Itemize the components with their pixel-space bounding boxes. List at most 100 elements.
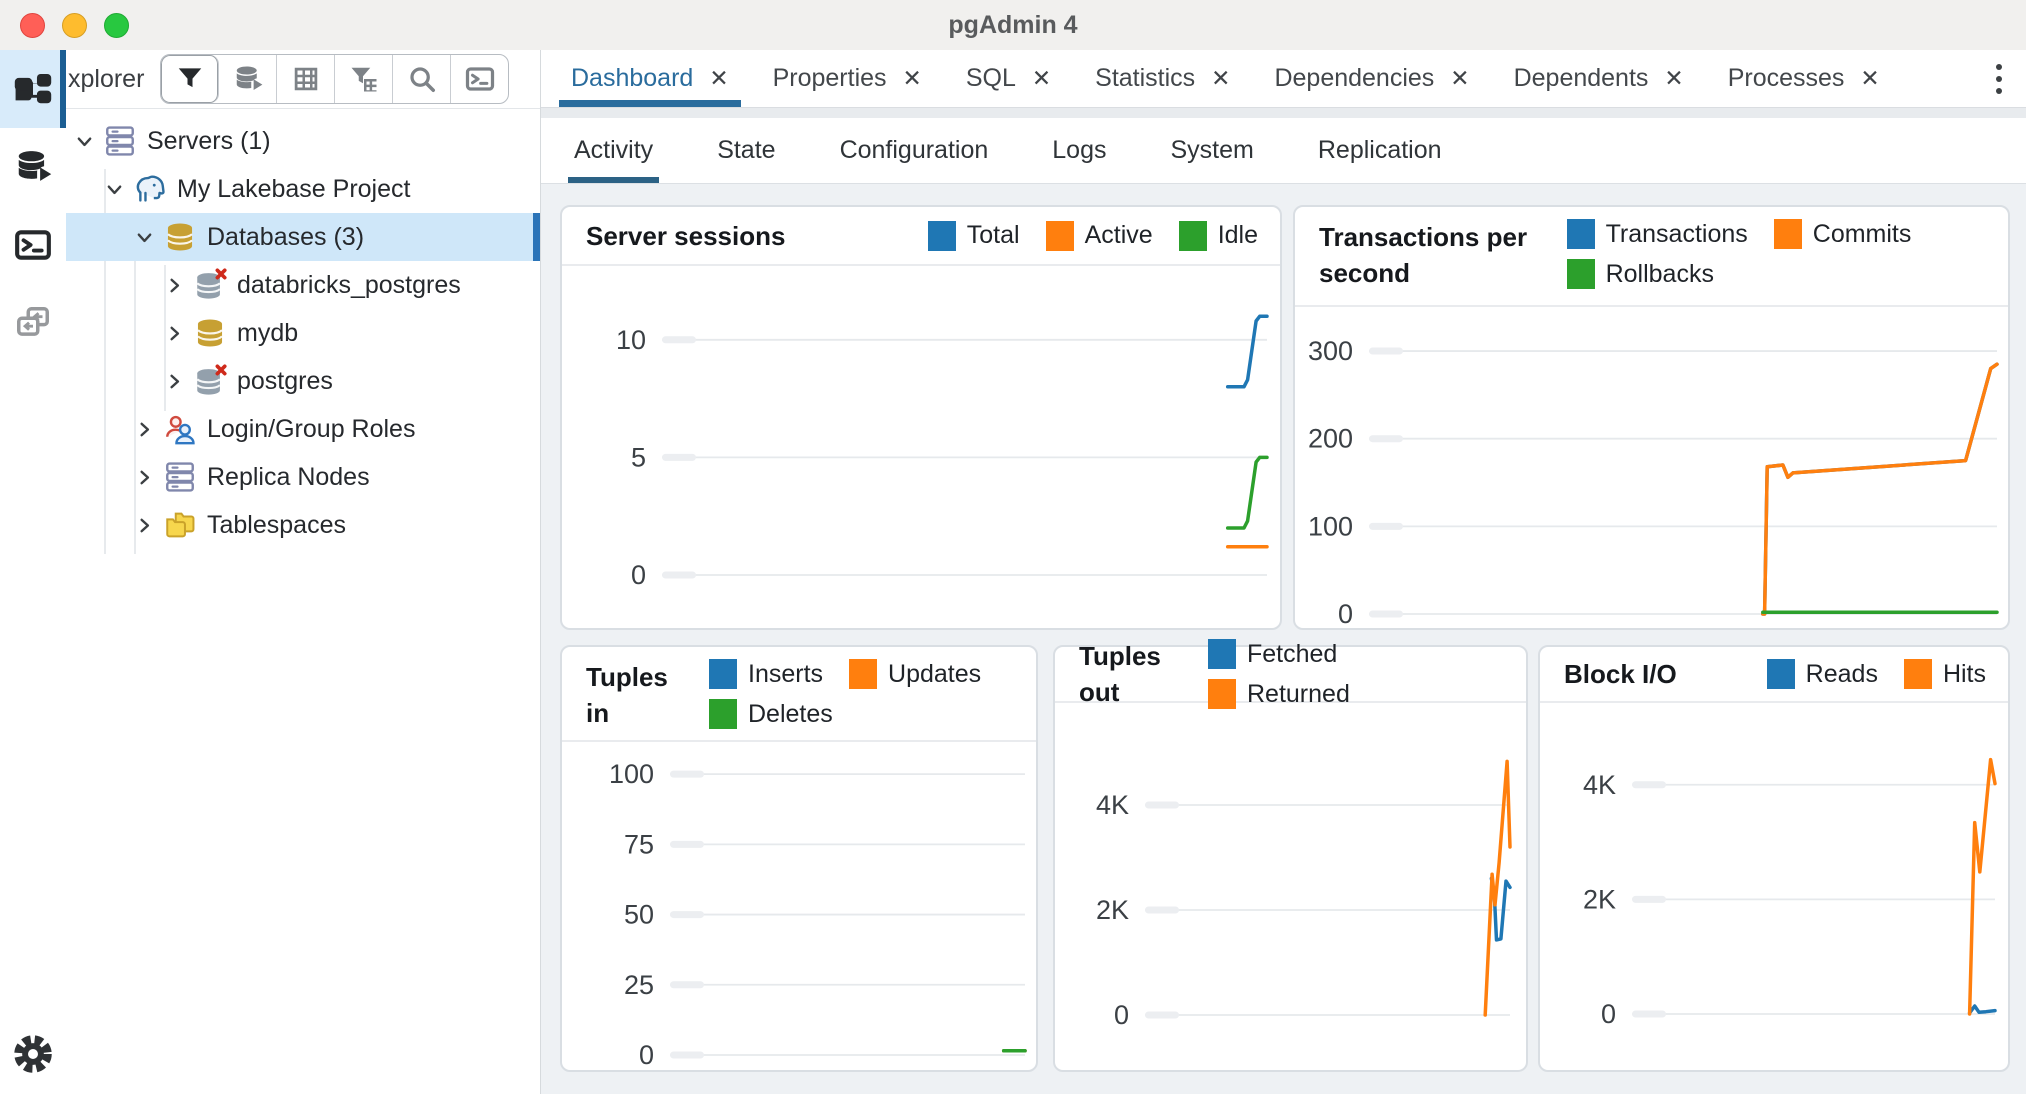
subtab-system[interactable]: System [1165,118,1260,183]
object-explorer-tree: Servers (1) My Lakebase Project Databases … [66,109,540,554]
tab-dependencies[interactable]: Dependencies ✕ [1252,50,1491,107]
object-explorer-header: xplorer [66,50,540,109]
filter-button[interactable] [161,55,220,103]
query-tool-icon [14,148,52,186]
legend-label: Reads [1805,659,1878,688]
dashboard-subtab-bar: Activity State Configuration Logs System Repl… [541,118,2026,184]
chevron-down-icon[interactable] [132,225,156,249]
server-stack-icon [103,124,137,158]
tuples-in-chart: 0 25 50 75 100 [562,730,1038,1066]
tab-overflow-menu-icon[interactable] [1996,50,2002,107]
legend-swatch [927,220,956,251]
close-icon[interactable]: ✕ [1664,65,1684,91]
tab-sql[interactable]: SQL ✕ [944,50,1073,107]
rail-item-schema-diff[interactable] [0,284,66,362]
legend-item-transactions: Transactions [1566,219,1748,249]
tab-active-underline [559,100,741,107]
psql-tool-button[interactable] [451,55,508,103]
legend-swatch [1766,659,1795,689]
close-icon[interactable]: ✕ [1031,65,1052,91]
legend-item-commits: Commits [1773,219,1912,249]
tuples-out-header: Tuples out Fetched Returned [1055,639,1526,709]
zoom-window-button[interactable] [104,12,129,38]
legend-item-inserts: Inserts [709,659,823,689]
close-icon[interactable]: ✕ [1450,65,1470,91]
block-io-title: Block I/O [1564,659,1677,689]
legend-swatch [709,659,737,689]
tree-item-my-lakebase-project[interactable]: My Lakebase Project [66,165,540,213]
legend-swatch [1566,219,1595,249]
tab-statistics[interactable]: Statistics ✕ [1073,50,1252,107]
legend-item-fetched: Fetched [1208,639,1337,669]
tab-gap-strip [541,108,2026,118]
chevron-right-icon[interactable] [132,417,156,441]
tab-processes[interactable]: Processes ✕ [1706,50,1902,107]
tree-item-replica-nodes[interactable]: Replica Nodes [66,453,540,501]
tree-item-databases-3[interactable]: Databases (3) [66,213,540,261]
subtab-replication[interactable]: Replication [1312,118,1448,183]
tree-item-label: My Lakebase Project [177,174,411,203]
rail-item-psql-terminal[interactable] [0,206,66,284]
chevron-down-icon[interactable] [102,177,126,201]
legend-label: Total [966,221,1020,249]
legend-label: Deletes [748,699,833,728]
close-icon[interactable]: ✕ [902,65,922,91]
chevron-right-icon[interactable] [162,321,186,345]
close-window-button[interactable] [20,12,45,38]
subtab-configuration[interactable]: Configuration [834,118,995,183]
block-io-legend: Reads Hits [1766,659,1986,689]
filtered-rows-button[interactable] [335,55,394,103]
filtered-rows-icon [349,64,379,94]
chevron-right-icon[interactable] [162,273,186,297]
tree-guide [164,265,166,411]
rail-item-object-explorer[interactable] [0,50,66,128]
subtab-logs[interactable]: Logs [1046,118,1112,183]
tab-label: Dashboard [571,64,694,92]
legend-item-updates: Updates [849,659,981,689]
legend-label: Commits [1812,219,1912,248]
tab-label: Processes [1727,64,1845,92]
svg-text:100: 100 [1308,511,1353,541]
svg-text:5: 5 [631,442,646,472]
tuples-out-card: Tuples out Fetched Returned 0 2K 4K [1053,639,1528,1072]
server-sessions-title: Server sessions [586,220,786,251]
chevron-right-icon[interactable] [132,513,156,537]
subtab-active-underline [568,177,660,183]
close-icon[interactable]: ✕ [709,65,729,91]
legend-item-idle: Idle [1178,220,1258,251]
tree-item-label: mydb [237,318,299,347]
tree-item-login-group-roles[interactable]: Login/Group Roles [66,405,540,453]
minimize-window-button[interactable] [62,12,87,38]
rail-item-settings-gear[interactable] [0,1024,66,1084]
tab-dashboard[interactable]: Dashboard ✕ [549,50,751,107]
search-objects-button[interactable] [393,55,452,103]
legend-item-reads: Reads [1766,659,1878,689]
tab-dependents[interactable]: Dependents ✕ [1492,50,1706,107]
subtab-activity[interactable]: Activity [568,118,660,183]
tree-item-postgres[interactable]: postgres [66,357,540,405]
svg-text:200: 200 [1308,424,1353,454]
close-icon[interactable]: ✕ [1860,65,1880,91]
subtab-state[interactable]: State [711,118,781,183]
tree-item-mydb[interactable]: mydb [66,309,540,357]
query-tool-button[interactable] [219,55,278,103]
chevron-down-icon[interactable] [72,129,96,153]
chevron-right-icon[interactable] [162,369,186,393]
tree-item-tablespaces[interactable]: Tablespaces [66,501,540,549]
view-data-button[interactable] [277,55,336,103]
tab-properties[interactable]: Properties ✕ [751,50,944,107]
svg-text:50: 50 [624,900,654,930]
legend-label: Hits [1942,659,1986,688]
tree-item-servers-1[interactable]: Servers (1) [66,117,540,165]
postgres-elephant-icon [133,172,167,206]
close-icon[interactable]: ✕ [1211,65,1231,91]
legend-label: Returned [1247,679,1350,708]
tab-label: Dependents [1513,64,1649,92]
psql-tool-icon [465,64,495,94]
chevron-right-icon[interactable] [132,465,156,489]
transactions-per-second-legend: Transactions Commits Rollbacks [1566,219,1986,289]
subtab-label: Logs [1052,136,1107,164]
tuples-in-legend: Inserts Updates Deletes [709,659,1014,729]
tree-item-databricks-postgres[interactable]: databricks_postgres [66,261,540,309]
rail-item-query-tool[interactable] [0,128,66,206]
